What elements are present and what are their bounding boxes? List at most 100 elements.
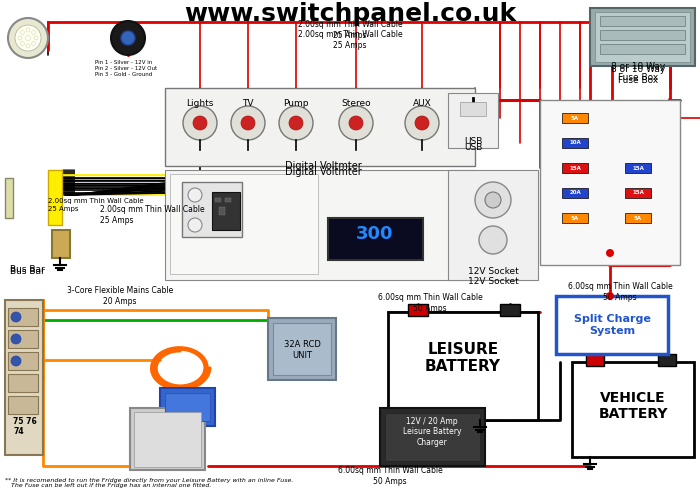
Text: 2.00sq mm Thin Wall Cable
25 Amps: 2.00sq mm Thin Wall Cable 25 Amps <box>298 30 402 50</box>
Text: 5A: 5A <box>571 216 579 220</box>
Bar <box>388 312 538 420</box>
Bar <box>562 213 588 223</box>
Text: ** It is recomended to run the Fridge directly from your Leisure Battery with an: ** It is recomended to run the Fridge di… <box>5 478 293 489</box>
Bar <box>5 300 43 455</box>
Text: 6.00sq mm Thin Wall Cable
50 Amps: 6.00sq mm Thin Wall Cable 50 Amps <box>337 466 442 486</box>
Text: TV: TV <box>242 99 253 108</box>
Text: Split Charge
System: Split Charge System <box>573 314 650 336</box>
Circle shape <box>405 106 439 140</box>
Bar <box>170 174 318 274</box>
Bar <box>268 318 336 380</box>
Text: Bus Bar: Bus Bar <box>10 266 45 274</box>
Bar <box>8 330 38 348</box>
Text: 74: 74 <box>13 428 24 436</box>
Bar <box>165 170 475 280</box>
Text: 8 or 10 Way
Fuse Box: 8 or 10 Way Fuse Box <box>611 65 665 85</box>
Text: 32A RCD
UNIT: 32A RCD UNIT <box>284 340 321 360</box>
Bar <box>160 388 215 426</box>
Bar <box>130 408 205 470</box>
Text: Pin 1 - Silver - 12V in: Pin 1 - Silver - 12V in <box>95 59 153 64</box>
Bar <box>600 44 685 54</box>
Text: 300: 300 <box>356 225 393 243</box>
Bar <box>556 296 668 354</box>
Circle shape <box>25 35 31 40</box>
Bar <box>52 230 70 258</box>
Bar <box>562 113 588 123</box>
Circle shape <box>479 226 507 254</box>
Text: 15A: 15A <box>569 165 581 170</box>
Bar <box>600 30 685 40</box>
Circle shape <box>20 30 24 34</box>
Circle shape <box>11 334 21 344</box>
Text: Bus Bar: Bus Bar <box>10 268 45 276</box>
Text: 15A: 15A <box>632 191 644 195</box>
Circle shape <box>121 31 135 45</box>
Text: AUX: AUX <box>412 99 431 108</box>
Bar <box>225 198 231 202</box>
Text: 75 76: 75 76 <box>13 417 36 427</box>
Circle shape <box>26 44 30 48</box>
Circle shape <box>26 28 30 32</box>
Text: 12V Socket: 12V Socket <box>468 277 519 287</box>
Bar <box>5 178 13 218</box>
Bar <box>562 163 588 173</box>
Circle shape <box>289 116 303 130</box>
Bar <box>134 412 201 467</box>
Circle shape <box>111 21 145 55</box>
Text: 8 or 10 Way
Fuse Box: 8 or 10 Way Fuse Box <box>611 62 665 82</box>
Circle shape <box>485 192 501 208</box>
Circle shape <box>193 116 207 130</box>
Bar <box>8 352 38 370</box>
Bar <box>590 8 695 66</box>
Bar <box>595 12 690 62</box>
Bar <box>600 16 685 26</box>
Circle shape <box>279 106 313 140</box>
Circle shape <box>11 356 21 366</box>
Text: USB: USB <box>464 137 482 146</box>
Bar <box>625 163 651 173</box>
Text: 2.00sq mm Thin Wall Cable
25 Amps: 2.00sq mm Thin Wall Cable 25 Amps <box>48 198 144 212</box>
Text: 6.00sq mm Thin Wall Cable
50 Amps: 6.00sq mm Thin Wall Cable 50 Amps <box>568 282 673 301</box>
Bar <box>219 207 225 215</box>
Bar <box>273 323 331 375</box>
Circle shape <box>475 182 511 218</box>
Circle shape <box>32 30 36 34</box>
Circle shape <box>349 116 363 130</box>
Bar <box>625 188 651 198</box>
Bar <box>8 308 38 326</box>
Text: 15A: 15A <box>632 165 644 170</box>
Bar <box>586 354 604 366</box>
Circle shape <box>606 249 614 257</box>
Text: VEHICLE
BATTERY: VEHICLE BATTERY <box>598 391 668 421</box>
Bar <box>572 362 694 457</box>
Bar <box>182 182 242 237</box>
Circle shape <box>606 292 614 300</box>
Text: 12V / 20 Amp
Leisure Battery
Charger: 12V / 20 Amp Leisure Battery Charger <box>402 417 461 447</box>
Bar <box>540 100 680 265</box>
Text: Pump: Pump <box>284 99 309 108</box>
Text: Digital Voltmter: Digital Voltmter <box>285 161 362 171</box>
Bar <box>380 408 485 466</box>
Text: www.switchpanel.co.uk: www.switchpanel.co.uk <box>184 2 516 26</box>
Text: 2.00sq mm Thin Wall Cable
25 Amps: 2.00sq mm Thin Wall Cable 25 Amps <box>298 20 402 40</box>
Text: Digital Voltmter: Digital Voltmter <box>285 167 362 177</box>
Circle shape <box>241 116 255 130</box>
Bar <box>625 213 651 223</box>
Circle shape <box>18 36 22 40</box>
Circle shape <box>183 106 217 140</box>
Bar <box>448 170 538 280</box>
Circle shape <box>15 25 41 51</box>
Circle shape <box>8 18 48 58</box>
Bar <box>165 88 475 166</box>
Text: Lights: Lights <box>186 99 214 108</box>
Bar <box>562 188 588 198</box>
Bar <box>500 304 520 316</box>
Circle shape <box>188 188 202 202</box>
Circle shape <box>20 42 24 46</box>
Bar <box>8 396 38 414</box>
Bar <box>658 354 676 366</box>
Circle shape <box>339 106 373 140</box>
Bar <box>562 138 588 148</box>
Text: 10A: 10A <box>569 140 581 145</box>
Circle shape <box>34 36 38 40</box>
